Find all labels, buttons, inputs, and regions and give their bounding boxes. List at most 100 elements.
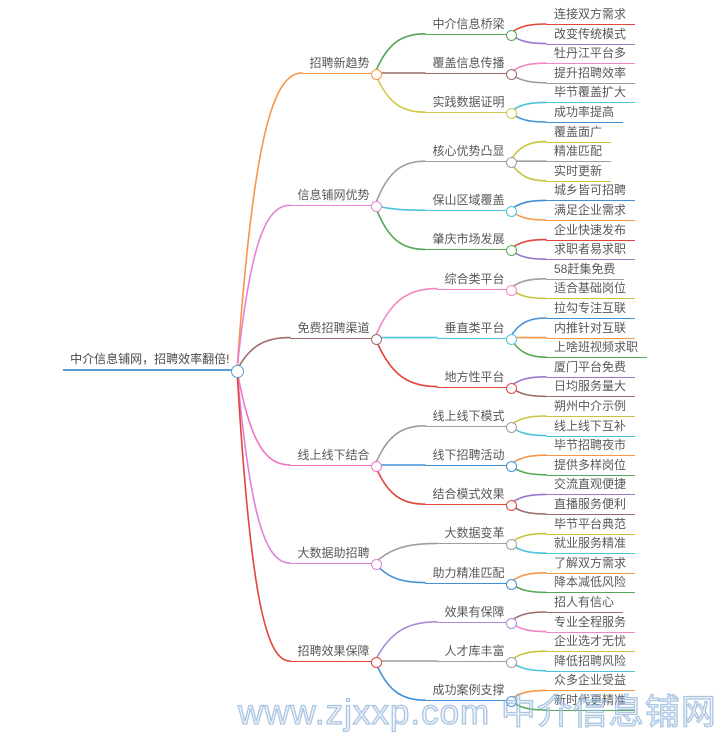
leaf-node[interactable]: 了解双方需求 [546,556,636,574]
leaf-node[interactable]: 连接双方需求 [546,7,636,25]
node-collapse-dot[interactable] [505,617,517,629]
node-collapse-dot[interactable] [370,657,382,668]
sub-node[interactable]: 成功案例支撑 [425,683,517,708]
node-label: 日均服务量大 [546,379,636,398]
leaf-node[interactable]: 覆盖面广 [546,125,612,143]
node-label: 线下招聘活动 [425,448,508,466]
node-label: 连接双方需求 [546,7,636,25]
leaf-node[interactable]: 降本减低风险 [546,575,636,594]
connector-line [236,369,291,466]
connector-line [236,72,303,371]
node-collapse-dot[interactable] [505,461,517,472]
leaf-node[interactable]: 企业快速发布 [546,223,636,241]
leaf-node[interactable]: 新时代更精准 [546,693,636,711]
node-collapse-dot[interactable] [505,108,517,120]
node-collapse-dot[interactable] [505,500,517,512]
leaf-node[interactable]: 日均服务量大 [546,379,636,398]
leaf-node[interactable]: 招人有信心 [546,595,624,613]
leaf-node[interactable]: 58赶集免费 [546,262,625,280]
leaf-node[interactable]: 直播服务便利 [546,497,636,515]
sub-node[interactable]: 地方性平台 [437,370,517,394]
leaf-node[interactable]: 适合基础岗位 [546,281,636,300]
leaf-node[interactable]: 拉勾专注互联 [546,301,636,319]
leaf-node[interactable]: 实时更新 [546,164,612,182]
connector-line [374,425,426,466]
node-label: 城乡皆可招聘 [546,183,636,202]
leaf-node[interactable]: 众多企业受益 [546,673,636,692]
branch-node[interactable]: 免费招聘渠道 [290,321,382,345]
leaf-node[interactable]: 改变传统模式 [546,27,636,45]
leaf-node[interactable]: 专业全程服务 [546,615,636,633]
branch-node[interactable]: 线上线下结合 [290,448,382,472]
sub-node[interactable]: 大数据变革 [437,526,517,551]
node-label: 成功案例支撑 [425,683,508,702]
sub-node[interactable]: 效果有保障 [437,605,517,629]
leaf-node[interactable]: 提供多样岗位 [546,458,636,476]
node-collapse-dot[interactable] [505,382,517,394]
sub-node[interactable]: 中介信息桥梁 [425,17,517,41]
node-collapse-dot[interactable] [505,29,517,41]
leaf-node[interactable]: 毕节覆盖扩大 [546,85,636,104]
node-label: 保山区域覆盖 [425,193,508,212]
leaf-node[interactable]: 就业服务精准 [546,536,636,555]
node-label: 实践数据证明 [425,95,508,114]
root-node[interactable]: 中介信息铺网，招聘效率翻倍! [63,352,244,378]
node-label: 毕节覆盖扩大 [546,85,636,104]
node-label: 结合模式效果 [425,487,508,506]
leaf-node[interactable]: 上啥班视频求职 [546,340,648,359]
leaf-node[interactable]: 降低招聘风险 [546,654,636,672]
node-collapse-dot[interactable] [505,157,517,169]
node-collapse-dot[interactable] [505,696,517,708]
sub-node[interactable]: 肇庆市场发展 [425,232,517,257]
leaf-node[interactable]: 毕节招聘夜市 [546,438,636,457]
connector-line [236,369,291,564]
sub-node[interactable]: 保山区域覆盖 [425,193,517,218]
leaf-node[interactable]: 朔州中介示例 [546,399,636,417]
sub-node[interactable]: 线上线下模式 [425,409,517,433]
branch-node[interactable]: 大数据助招聘 [290,546,382,570]
node-collapse-dot[interactable] [505,206,517,218]
node-collapse-dot[interactable] [505,578,517,590]
leaf-node[interactable]: 厦门平台免费 [546,360,636,378]
node-collapse-dot[interactable] [505,657,517,668]
node-label: 垂直类平台 [437,321,508,339]
branch-node[interactable]: 信息铺网优势 [290,188,382,213]
leaf-node[interactable]: 满足企业需求 [546,203,636,221]
node-collapse-dot[interactable] [370,461,382,472]
leaf-node[interactable]: 企业选才无忧 [546,634,636,653]
branch-node[interactable]: 招聘效果保障 [290,644,382,668]
node-collapse-dot[interactable] [505,421,517,433]
sub-node[interactable]: 综合类平台 [437,272,517,296]
leaf-node[interactable]: 毕节平台典范 [546,517,636,535]
node-collapse-dot[interactable] [370,201,382,213]
node-collapse-dot[interactable] [370,559,382,570]
leaf-node[interactable]: 求职者易求职 [546,242,636,261]
sub-node[interactable]: 覆盖信息传播 [425,56,517,80]
leaf-node[interactable]: 内推针对互联 [546,321,636,339]
node-collapse-dot[interactable] [370,69,382,80]
sub-node[interactable]: 人才库丰富 [437,644,517,668]
node-collapse-dot[interactable] [505,245,517,257]
sub-node[interactable]: 实践数据证明 [425,95,517,120]
node-collapse-dot[interactable] [505,69,517,80]
node-collapse-dot[interactable] [230,365,244,378]
node-label: 改变传统模式 [546,27,636,45]
leaf-node[interactable]: 城乡皆可招聘 [546,183,636,202]
node-collapse-dot[interactable] [370,333,382,345]
leaf-node[interactable]: 精准匹配 [546,144,612,163]
leaf-node[interactable]: 提升招聘效率 [546,66,636,84]
sub-node[interactable]: 垂直类平台 [437,321,517,345]
node-collapse-dot[interactable] [505,284,517,296]
sub-node[interactable]: 助力精准匹配 [425,566,517,590]
sub-node[interactable]: 核心优势凸显 [425,144,517,169]
leaf-node[interactable]: 交流直观便捷 [546,477,636,496]
leaf-node[interactable]: 线上线下互补 [546,419,636,437]
sub-node[interactable]: 线下招聘活动 [425,448,517,472]
node-collapse-dot[interactable] [505,333,517,345]
node-collapse-dot[interactable] [505,539,517,551]
leaf-node[interactable]: 成功率提高 [546,105,624,123]
leaf-node[interactable]: 牡丹江平台多 [546,46,636,65]
node-label: 大数据变革 [437,526,508,545]
branch-node[interactable]: 招聘新趋势 [302,56,382,80]
sub-node[interactable]: 结合模式效果 [425,487,517,512]
